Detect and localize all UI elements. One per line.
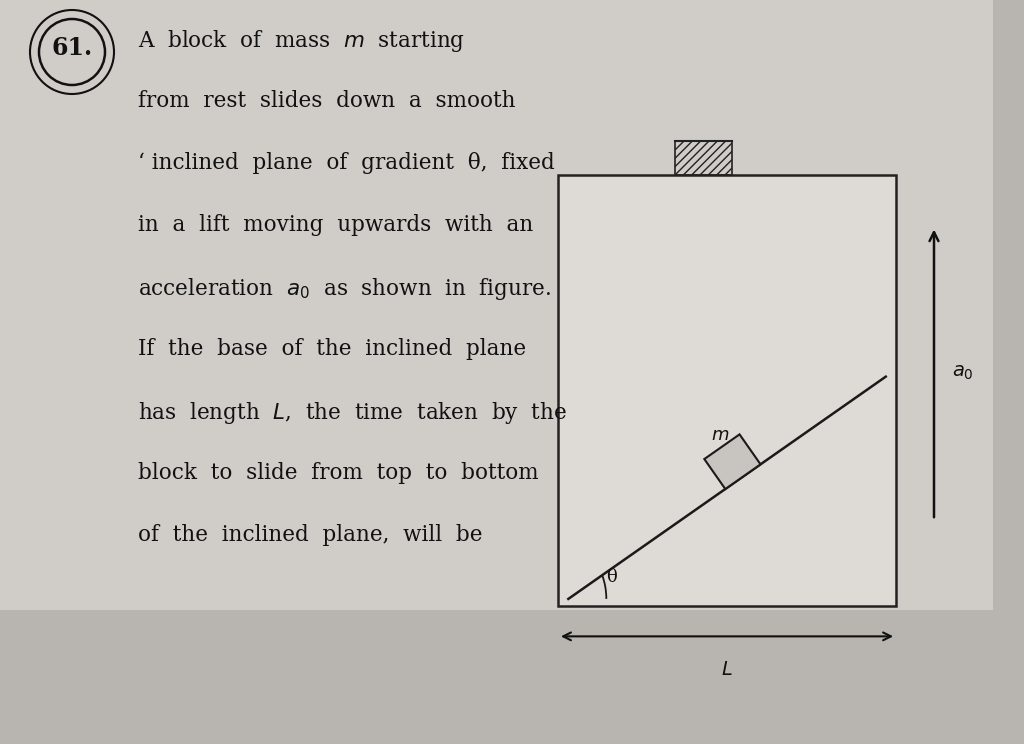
Text: from  rest  slides  down  a  smooth: from rest slides down a smooth: [138, 90, 515, 112]
Text: $L$: $L$: [721, 661, 733, 679]
Text: ‘ inclined  plane  of  gradient  θ,  fixed: ‘ inclined plane of gradient θ, fixed: [138, 152, 555, 174]
Text: block  to  slide  from  top  to  bottom: block to slide from top to bottom: [138, 462, 539, 484]
Text: acceleration  $a_0$  as  shown  in  figure.: acceleration $a_0$ as shown in figure.: [138, 276, 551, 302]
Text: $m$: $m$: [711, 426, 729, 443]
Bar: [558, 175, 896, 606]
Polygon shape: [705, 434, 761, 489]
Bar: [0, 0, 993, 610]
Text: has  length  $L$,  the  time  taken  by  the: has length $L$, the time taken by the: [138, 400, 567, 426]
Text: θ: θ: [606, 568, 617, 586]
Text: A  block  of  mass  $m$  starting: A block of mass $m$ starting: [138, 28, 465, 54]
Text: $a_0$: $a_0$: [952, 365, 974, 382]
Bar: [675, 141, 731, 175]
Text: of  the  inclined  plane,  will  be: of the inclined plane, will be: [138, 524, 482, 546]
Text: 61.: 61.: [51, 36, 92, 60]
Text: If  the  base  of  the  inclined  plane: If the base of the inclined plane: [138, 338, 526, 360]
Text: in  a  lift  moving  upwards  with  an: in a lift moving upwards with an: [138, 214, 534, 236]
